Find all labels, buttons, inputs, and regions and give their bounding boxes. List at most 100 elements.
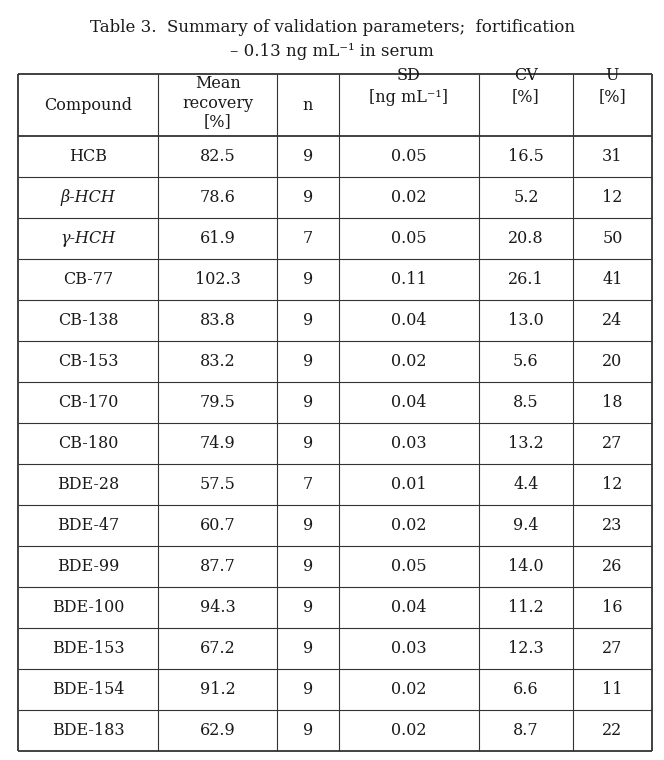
Text: 94.3: 94.3 — [200, 599, 236, 616]
Text: 102.3: 102.3 — [195, 271, 241, 288]
Text: 9: 9 — [303, 148, 313, 165]
Text: 27: 27 — [602, 435, 623, 452]
Text: 83.2: 83.2 — [200, 353, 236, 370]
Text: 0.05: 0.05 — [391, 148, 427, 165]
Text: BDE-154: BDE-154 — [52, 681, 124, 698]
Text: 11: 11 — [602, 681, 623, 698]
Text: 9: 9 — [303, 189, 313, 206]
Text: 7: 7 — [303, 230, 313, 247]
Text: 0.05: 0.05 — [391, 558, 427, 575]
Text: 61.9: 61.9 — [200, 230, 236, 247]
Text: 0.05: 0.05 — [391, 230, 427, 247]
Text: 9.4: 9.4 — [513, 517, 539, 534]
Text: 9: 9 — [303, 558, 313, 575]
Text: 8.7: 8.7 — [513, 722, 539, 739]
Text: 79.5: 79.5 — [200, 394, 236, 411]
Text: CB-180: CB-180 — [58, 435, 118, 452]
Text: BDE-47: BDE-47 — [57, 517, 120, 534]
Text: 5.2: 5.2 — [513, 189, 539, 206]
Text: [%]: [%] — [204, 113, 232, 131]
Text: 41: 41 — [602, 271, 623, 288]
Text: 0.02: 0.02 — [391, 353, 426, 370]
Text: 91.2: 91.2 — [200, 681, 236, 698]
Text: 8.5: 8.5 — [513, 394, 539, 411]
Text: BDE-99: BDE-99 — [57, 558, 120, 575]
Text: CB-170: CB-170 — [58, 394, 118, 411]
Text: 16: 16 — [602, 599, 623, 616]
Text: [ng mL⁻¹]: [ng mL⁻¹] — [369, 88, 448, 106]
Text: 26.1: 26.1 — [508, 271, 544, 288]
Text: 0.02: 0.02 — [391, 681, 426, 698]
Text: 50: 50 — [602, 230, 623, 247]
Text: γ-HCH: γ-HCH — [60, 230, 116, 247]
Text: 0.04: 0.04 — [391, 394, 426, 411]
Text: 14.0: 14.0 — [508, 558, 544, 575]
Text: 7: 7 — [303, 476, 313, 493]
Text: 9: 9 — [303, 312, 313, 329]
Text: 12: 12 — [602, 189, 623, 206]
Text: 9: 9 — [303, 722, 313, 739]
Text: 16.5: 16.5 — [508, 148, 544, 165]
Text: 83.8: 83.8 — [200, 312, 236, 329]
Text: 0.02: 0.02 — [391, 517, 426, 534]
Text: 87.7: 87.7 — [200, 558, 236, 575]
Text: 5.6: 5.6 — [513, 353, 539, 370]
Text: BDE-183: BDE-183 — [52, 722, 125, 739]
Text: 20: 20 — [602, 353, 623, 370]
Text: 11.2: 11.2 — [508, 599, 544, 616]
Text: 62.9: 62.9 — [200, 722, 236, 739]
Text: SD: SD — [397, 68, 421, 84]
Text: 12: 12 — [602, 476, 623, 493]
Text: 74.9: 74.9 — [200, 435, 236, 452]
Text: HCB: HCB — [69, 148, 108, 165]
Text: BDE-28: BDE-28 — [57, 476, 120, 493]
Text: 12.3: 12.3 — [508, 640, 544, 657]
Text: 22: 22 — [602, 722, 623, 739]
Text: 57.5: 57.5 — [200, 476, 236, 493]
Text: 9: 9 — [303, 271, 313, 288]
Text: 0.02: 0.02 — [391, 189, 426, 206]
Text: 20.8: 20.8 — [508, 230, 544, 247]
Text: 0.04: 0.04 — [391, 312, 426, 329]
Text: 0.03: 0.03 — [391, 435, 427, 452]
Text: BDE-100: BDE-100 — [52, 599, 124, 616]
Text: β-HCH: β-HCH — [61, 189, 116, 206]
Text: n: n — [303, 97, 313, 113]
Text: CB-138: CB-138 — [58, 312, 118, 329]
Text: CB-77: CB-77 — [63, 271, 114, 288]
Text: 4.4: 4.4 — [513, 476, 539, 493]
Text: Mean: Mean — [195, 75, 241, 93]
Text: 0.02: 0.02 — [391, 722, 426, 739]
Text: 9: 9 — [303, 353, 313, 370]
Text: 67.2: 67.2 — [200, 640, 236, 657]
Text: CV: CV — [514, 68, 538, 84]
Text: [%]: [%] — [512, 88, 540, 106]
Text: BDE-153: BDE-153 — [52, 640, 125, 657]
Text: Compound: Compound — [44, 97, 132, 113]
Text: – 0.13 ng mL⁻¹ in serum: – 0.13 ng mL⁻¹ in serum — [230, 43, 434, 61]
Text: recovery: recovery — [183, 94, 254, 112]
Text: 26: 26 — [602, 558, 623, 575]
Text: 0.03: 0.03 — [391, 640, 427, 657]
Text: U: U — [606, 68, 619, 84]
Text: 9: 9 — [303, 517, 313, 534]
Text: [%]: [%] — [598, 88, 626, 106]
Text: 6.6: 6.6 — [513, 681, 539, 698]
Text: 9: 9 — [303, 599, 313, 616]
Text: 60.7: 60.7 — [200, 517, 236, 534]
Text: Table 3.  Summary of validation parameters;  fortification: Table 3. Summary of validation parameter… — [90, 20, 574, 36]
Text: CB-153: CB-153 — [58, 353, 118, 370]
Text: 13.2: 13.2 — [508, 435, 544, 452]
Text: 9: 9 — [303, 394, 313, 411]
Text: 13.0: 13.0 — [508, 312, 544, 329]
Text: 18: 18 — [602, 394, 623, 411]
Text: 31: 31 — [602, 148, 623, 165]
Text: 27: 27 — [602, 640, 623, 657]
Text: 23: 23 — [602, 517, 623, 534]
Text: 78.6: 78.6 — [200, 189, 236, 206]
Text: 0.11: 0.11 — [391, 271, 427, 288]
Text: 0.01: 0.01 — [391, 476, 427, 493]
Text: 9: 9 — [303, 640, 313, 657]
Text: 82.5: 82.5 — [200, 148, 236, 165]
Text: 9: 9 — [303, 435, 313, 452]
